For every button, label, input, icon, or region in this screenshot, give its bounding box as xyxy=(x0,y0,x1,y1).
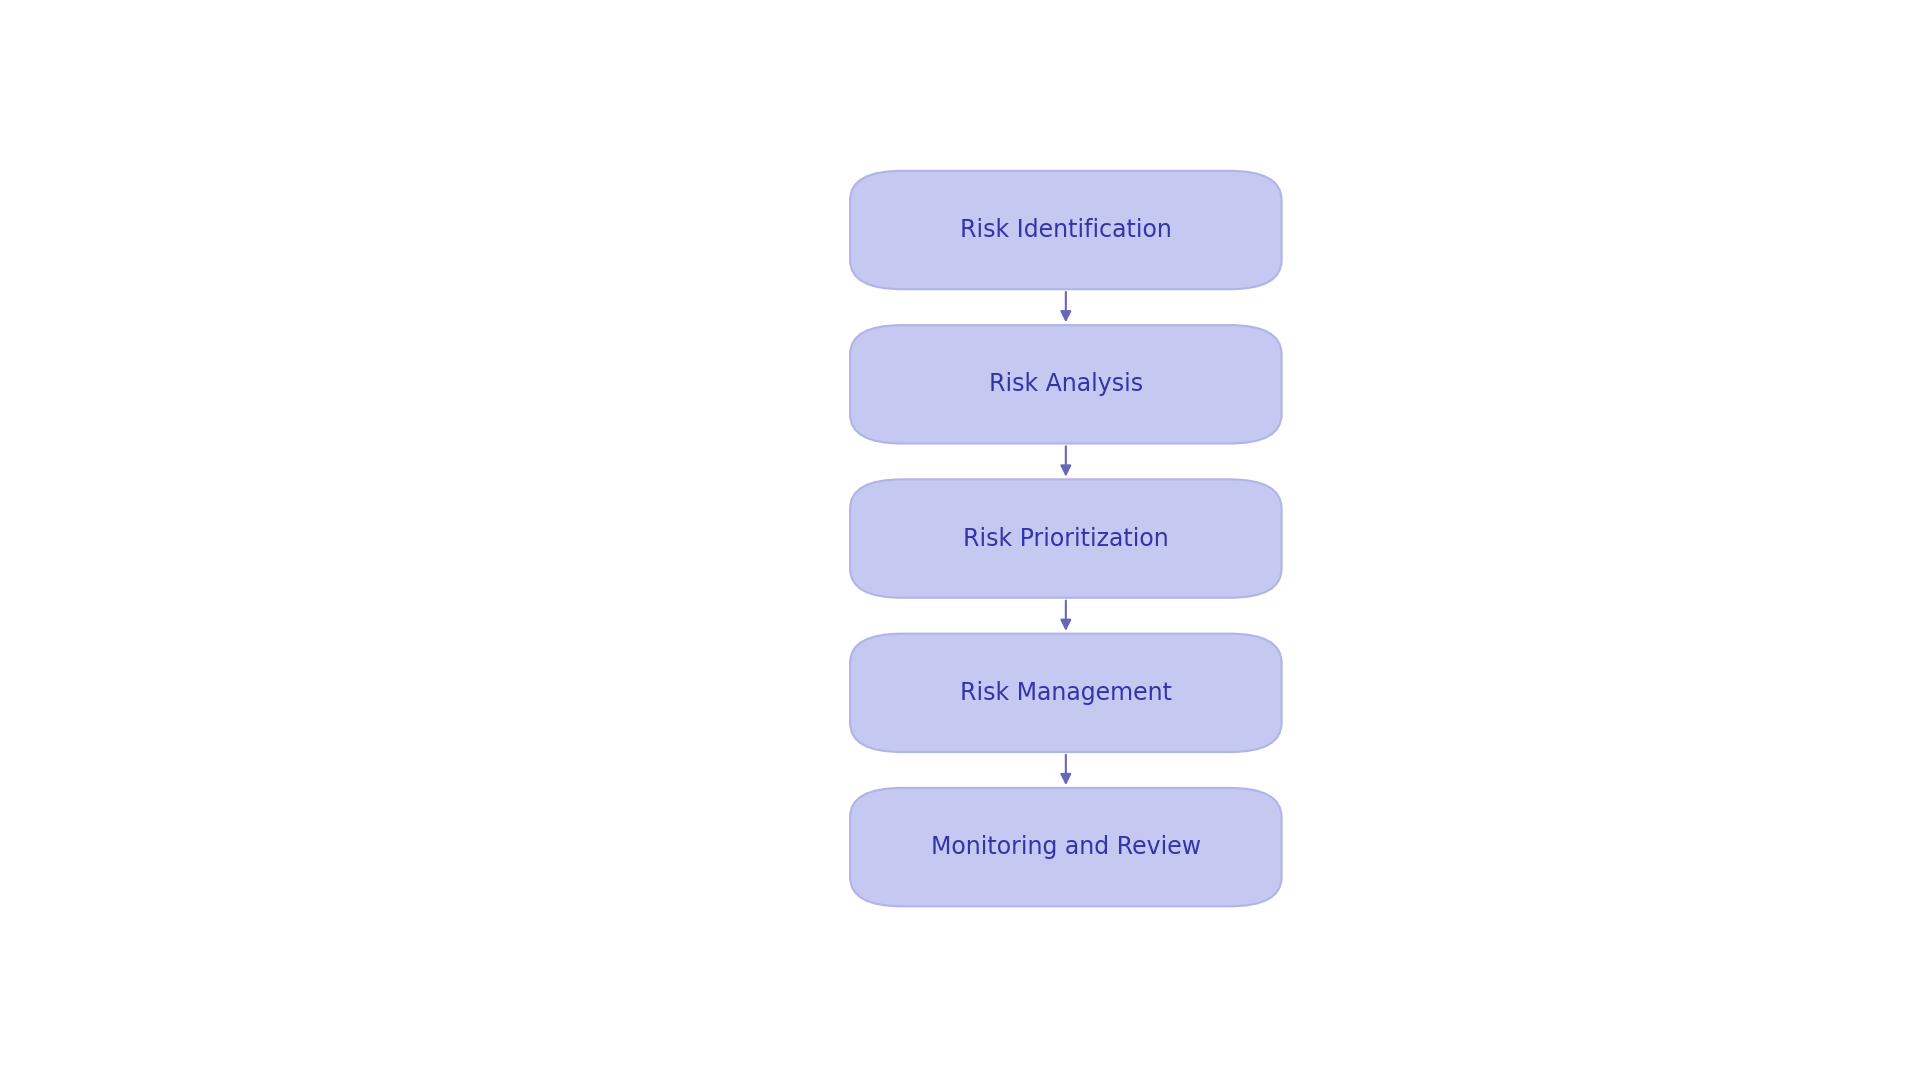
Text: Risk Management: Risk Management xyxy=(960,681,1171,705)
Text: Risk Prioritization: Risk Prioritization xyxy=(964,526,1169,550)
Text: Risk Analysis: Risk Analysis xyxy=(989,373,1142,396)
FancyBboxPatch shape xyxy=(851,480,1283,598)
FancyBboxPatch shape xyxy=(851,788,1283,906)
Text: Risk Identification: Risk Identification xyxy=(960,218,1171,242)
FancyBboxPatch shape xyxy=(851,325,1283,444)
Text: Monitoring and Review: Monitoring and Review xyxy=(931,835,1200,859)
FancyBboxPatch shape xyxy=(851,634,1283,752)
FancyBboxPatch shape xyxy=(851,171,1283,289)
